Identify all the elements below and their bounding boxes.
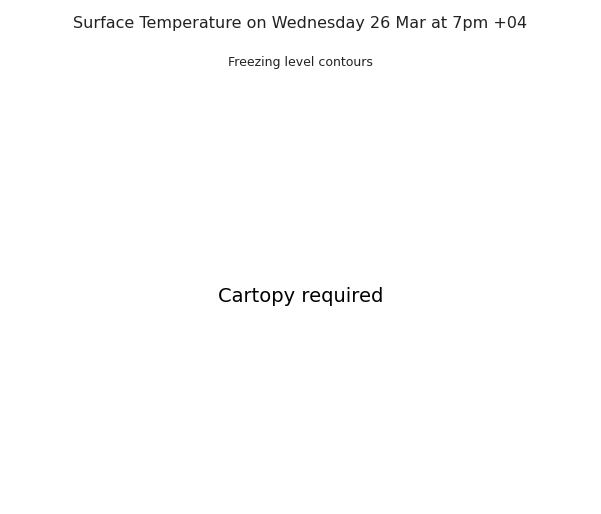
Text: Surface Temperature on Wednesday 26 Mar at 7pm +04: Surface Temperature on Wednesday 26 Mar …: [73, 16, 528, 31]
Text: Cartopy required: Cartopy required: [218, 287, 383, 306]
Text: Freezing level contours: Freezing level contours: [228, 56, 373, 69]
